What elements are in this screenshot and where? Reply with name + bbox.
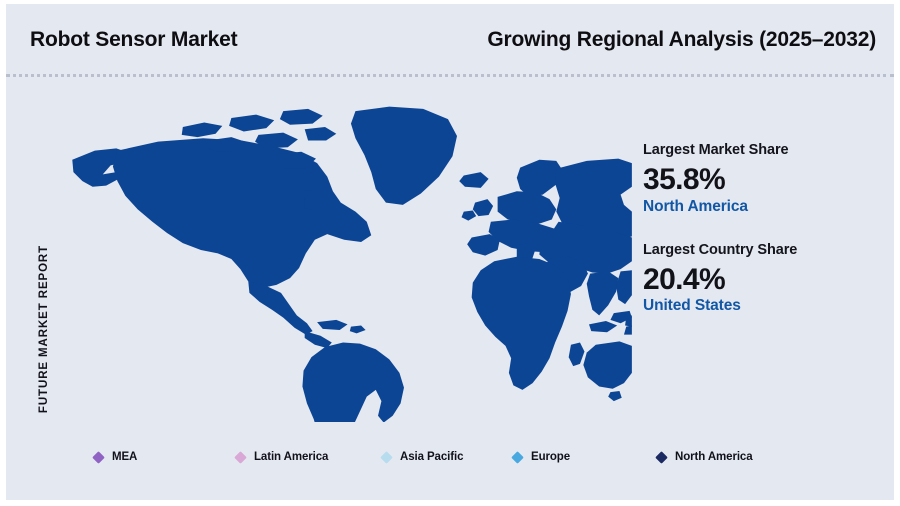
stat-region: United States — [643, 297, 741, 314]
header-subtitle: Growing Regional Analysis (2025–2032) — [487, 28, 876, 51]
diamond-marker-icon — [92, 450, 105, 464]
stat-largest-country-share: Largest Country Share 20.4% United State… — [643, 242, 883, 316]
stat-largest-market-share: Largest Market Share 35.8% North America — [643, 142, 883, 216]
content-panel: Robot Sensor Market Growing Regional Ana… — [6, 4, 894, 500]
legend-item-latin-america: Latin America — [234, 450, 329, 464]
diamond-marker-icon — [234, 450, 247, 464]
legend-label: Europe — [531, 451, 571, 463]
header: Robot Sensor Market Growing Regional Ana… — [6, 4, 894, 74]
diamond-marker-icon — [655, 450, 668, 464]
legend-label: Asia Pacific — [400, 451, 464, 463]
stat-label: Largest Country Share — [643, 241, 798, 258]
stat-region: North America — [643, 197, 748, 215]
stat-value: 35.8% — [643, 163, 726, 196]
legend-item-mea: MEA — [92, 450, 138, 464]
world-map — [62, 92, 632, 422]
stat-label: Largest Market Share — [643, 142, 789, 158]
legend-label: Latin America — [254, 451, 329, 463]
brand-strip: FUTURE MARKET REPORT — [34, 234, 54, 424]
header-divider — [6, 74, 894, 77]
legend-item-europe: Europe — [511, 450, 571, 464]
brand-vertical-label: FUTURE MARKET REPORT — [38, 244, 50, 414]
page-title: Robot Sensor Market — [30, 28, 238, 51]
legend-label: MEA — [112, 451, 138, 463]
diamond-marker-icon — [380, 450, 393, 464]
legend-label: North America — [675, 451, 753, 463]
stats-panel: Largest Market Share 35.8% North America… — [643, 142, 883, 341]
legend-item-north-america: North America — [655, 450, 753, 464]
legend-item-asia-pacific: Asia Pacific — [380, 450, 464, 464]
world-map-svg — [72, 106, 632, 422]
stat-value: 20.4% — [643, 262, 726, 296]
legend: MEA Latin America Asia Pacific Europe No… — [92, 450, 794, 471]
world-map-landmass — [72, 106, 632, 422]
diamond-marker-icon — [511, 450, 524, 464]
